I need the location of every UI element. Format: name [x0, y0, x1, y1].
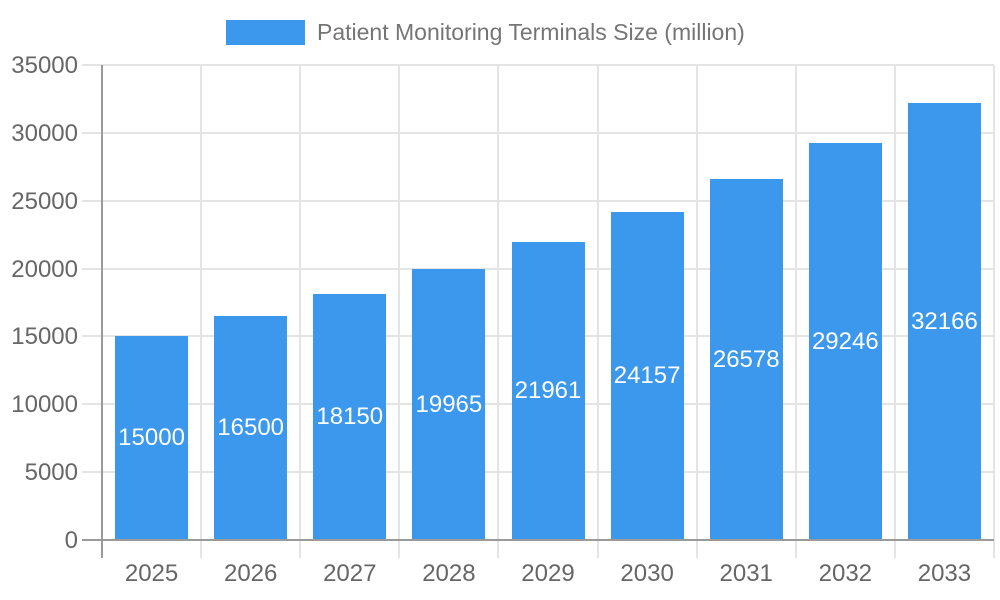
gridline-vertical	[893, 65, 896, 558]
y-axis-tick-label: 10000	[11, 391, 78, 419]
x-axis-tick-label: 2030	[620, 560, 674, 587]
gridline-vertical	[299, 65, 302, 558]
y-axis-tick-label: 30000	[11, 119, 78, 147]
legend: Patient Monitoring Terminals Size (milli…	[226, 19, 745, 46]
bar[interactable]	[412, 269, 486, 540]
x-axis-line	[82, 539, 994, 541]
y-axis-tick-label: 35000	[11, 52, 78, 79]
x-axis-tick-label: 2026	[223, 560, 278, 587]
legend-label: Patient Monitoring Terminals Size (milli…	[317, 19, 745, 45]
y-axis-line	[101, 65, 103, 558]
bar[interactable]	[115, 336, 189, 540]
gridline-vertical	[794, 65, 797, 558]
bar-value-label: 26578	[712, 345, 780, 373]
y-axis-tick-label: 20000	[11, 255, 78, 283]
y-axis-tick-label: 15000	[11, 323, 78, 351]
x-axis-tick-label: 2028	[422, 560, 476, 587]
x-axis-tick-label: 2032	[818, 560, 873, 587]
bar[interactable]	[709, 179, 783, 540]
bar[interactable]	[808, 143, 882, 540]
y-axis-tick-label: 0	[64, 527, 78, 554]
bar-value-label: 32166	[911, 307, 978, 335]
bar-value-label: 24157	[613, 362, 681, 390]
legend-color-swatch	[226, 20, 305, 45]
bar-value-label: 16500	[217, 414, 285, 442]
bar-value-label: 19965	[415, 390, 483, 418]
bar-value-label: 21961	[514, 376, 582, 404]
x-axis-tick-label: 2033	[917, 560, 972, 587]
bar[interactable]	[511, 241, 585, 540]
gridline-vertical	[398, 65, 401, 558]
x-axis-tick-label: 2031	[719, 560, 773, 587]
x-axis-tick-label: 2027	[323, 560, 377, 587]
bar[interactable]	[610, 212, 684, 540]
gridline-horizontal	[82, 131, 994, 134]
gridline-vertical	[497, 65, 500, 558]
gridline-horizontal	[82, 199, 994, 202]
gridline-vertical	[993, 65, 995, 558]
bar[interactable]	[214, 316, 288, 540]
bar[interactable]	[313, 293, 387, 540]
x-axis-tick-label: 2025	[124, 560, 179, 587]
gridline-vertical	[695, 65, 698, 558]
y-axis-tick-label: 25000	[11, 187, 78, 215]
bar[interactable]	[907, 103, 981, 540]
y-axis-tick-label: 5000	[24, 459, 78, 487]
bar-value-label: 29246	[811, 327, 879, 355]
bar-value-label: 18150	[316, 402, 384, 430]
x-axis-tick-label: 2029	[521, 560, 575, 587]
gridline-vertical	[200, 65, 203, 558]
bar-value-label: 15000	[118, 424, 185, 452]
gridline-horizontal	[82, 64, 994, 66]
gridline-vertical	[596, 65, 599, 558]
